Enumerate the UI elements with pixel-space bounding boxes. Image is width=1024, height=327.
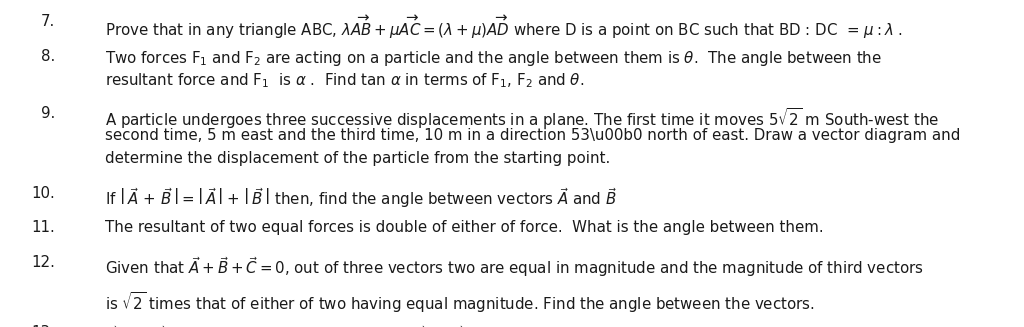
Text: 9.: 9.	[41, 106, 55, 121]
Text: second time, 5 m east and the third time, 10 m in a direction 53\u00b0 north of : second time, 5 m east and the third time…	[105, 129, 961, 144]
Text: resultant force and F$_1$  is $\alpha$ .  Find tan $\alpha$ in terms of F$_1$, F: resultant force and F$_1$ is $\alpha$ . …	[105, 71, 585, 90]
Text: Prove that in any triangle ABC, $\lambda\overrightarrow{AB}+\mu\overrightarrow{A: Prove that in any triangle ABC, $\lambda…	[105, 14, 903, 41]
Text: $\vec{A}$ and $\vec{B}$ are shown in the figure,  where $|\vec{A}|=|\vec{B}|=5$ : $\vec{A}$ and $\vec{B}$ are shown in the…	[105, 325, 653, 327]
Text: 11.: 11.	[32, 220, 55, 235]
Text: is $\sqrt{2}$ times that of either of two having equal magnitude. Find the angle: is $\sqrt{2}$ times that of either of tw…	[105, 290, 815, 315]
Text: If $\left|\,\vec{A}\, +\, \vec{B}\,\right| = \left|\,\vec{A}\,\right|+\, \left|\: If $\left|\,\vec{A}\, +\, \vec{B}\,\righ…	[105, 186, 617, 210]
Text: 13.: 13.	[32, 325, 55, 327]
Text: A particle undergoes three successive displacements in a plane. The first time i: A particle undergoes three successive di…	[105, 106, 939, 131]
Text: 12.: 12.	[31, 255, 55, 270]
Text: determine the displacement of the particle from the starting point.: determine the displacement of the partic…	[105, 151, 610, 166]
Text: Given that $\vec{A}+\vec{B}+\vec{C}=0$, out of three vectors two are equal in ma: Given that $\vec{A}+\vec{B}+\vec{C}=0$, …	[105, 255, 924, 279]
Text: The resultant of two equal forces is double of either of force.  What is the ang: The resultant of two equal forces is dou…	[105, 220, 823, 235]
Text: 10.: 10.	[32, 186, 55, 200]
Text: Two forces F$_1$ and F$_2$ are acting on a particle and the angle between them i: Two forces F$_1$ and F$_2$ are acting on…	[105, 49, 882, 68]
Text: 7.: 7.	[41, 14, 55, 29]
Text: 8.: 8.	[41, 49, 55, 64]
